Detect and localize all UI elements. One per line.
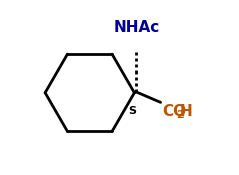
Text: H: H xyxy=(180,104,193,119)
Text: S: S xyxy=(129,106,137,116)
Text: 2: 2 xyxy=(176,110,184,121)
Text: CO: CO xyxy=(162,104,186,119)
Text: NHAc: NHAc xyxy=(114,20,160,35)
